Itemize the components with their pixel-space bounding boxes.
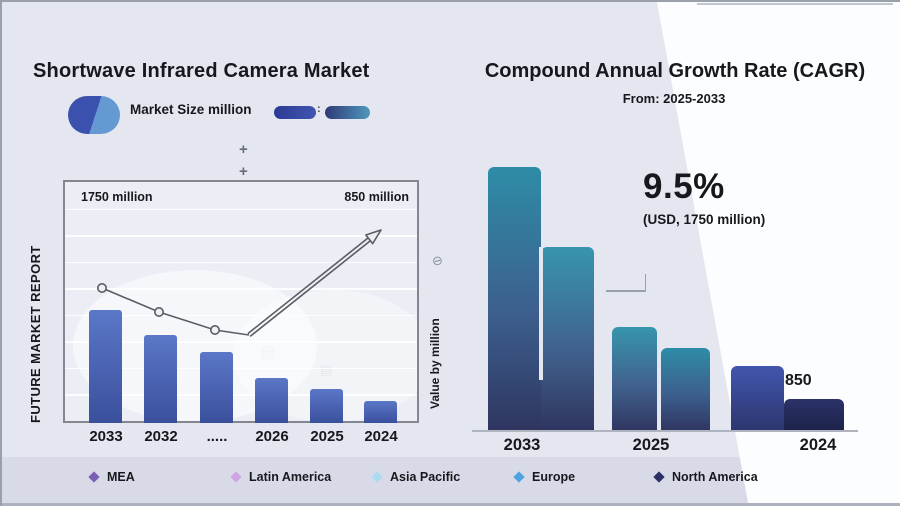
ghost-note-icon: ▤ [320,362,333,377]
mini-pill-icon [325,106,370,119]
left-bar-2024 [364,401,397,423]
annotation-850-million: 850 million [344,190,409,204]
cagr-value: 9.5% [643,167,725,206]
left-chart-title: Shortwave Infrared Camera Market [33,60,370,82]
legend-diamond-icon [88,471,100,483]
brand-pill-logo-icon [68,96,120,134]
right-chart-subtitle: From: 2025-2033 [622,91,726,106]
left-bar-..... [200,352,233,423]
corner-step-decoration [644,274,646,291]
annotation-1750-million: 1750 million [81,190,153,204]
right-x-label: 2025 [632,436,670,454]
plus-icon: + [239,141,248,158]
legend-item-latin-america: Latin America [230,470,332,484]
plus-icon: + [239,163,248,180]
gridline [65,208,417,210]
left-bar-2026 [255,378,288,423]
legend-diamond-icon [371,471,383,483]
left-x-label: 2032 [144,428,178,445]
legend-diamond-icon [653,471,665,483]
right-x-label: 2024 [799,436,837,454]
legend-label: Europe [532,470,576,484]
right-x-axis [472,430,858,432]
legend-label: Asia Pacific [390,470,461,484]
bar-gap [657,348,661,402]
value-label-850: 850 [785,372,812,389]
right-chart-title: Compound Annual Growth Rate (CAGR) [484,60,866,82]
left-bar-2033 [89,310,122,423]
right-bar-2024-1 [731,366,784,432]
gridline [65,394,417,396]
value-by-million-label: Value by million [428,318,442,410]
frame-line [697,3,893,5]
right-bar-2024-2 [784,399,844,432]
legend-label: North America [672,470,758,484]
cagr-detail: (USD, 1750 million) [643,212,766,227]
gridline [65,367,417,369]
gridline [65,288,417,290]
left-x-label: 2025 [310,428,344,445]
future-market-report-watermark: FUTURE MARKET REPORT [28,245,43,423]
left-x-label: 2033 [89,428,123,445]
legend-label: MEA [107,470,135,484]
corner-step-decoration [606,290,646,292]
left-bar-2032 [144,335,177,423]
mini-pill-icon [274,106,316,119]
right-x-label: 2033 [503,436,541,454]
legend-diamond-icon [513,471,525,483]
bar-gap [539,247,543,380]
left-x-label: 2024 [364,428,398,445]
right-bar-2033-1 [488,167,541,432]
left-bar-2025 [310,389,343,423]
pill-colon: : [317,103,321,115]
right-bar-2033-2 [541,247,594,432]
gridline [65,235,417,237]
legend-item-europe: Europe [513,470,576,484]
legend-item-north-america: North America [653,470,758,484]
right-bar-2025-1 [612,327,657,432]
left-x-label: ..... [206,428,228,445]
legend-item-asia-pacific: Asia Pacific [371,470,461,484]
gridline [65,261,417,263]
right-bar-2025-2 [661,348,710,432]
gridline [65,341,417,343]
legend-diamond-icon [230,471,242,483]
market-size-label: Market Size million [130,102,252,117]
legend-item-mea: MEA [88,470,135,484]
legend-label: Latin America [249,470,332,484]
frame-bottom-edge [2,503,900,506]
left-x-label: 2026 [255,428,289,445]
circle-dash-icon: ⊖ [430,251,445,270]
